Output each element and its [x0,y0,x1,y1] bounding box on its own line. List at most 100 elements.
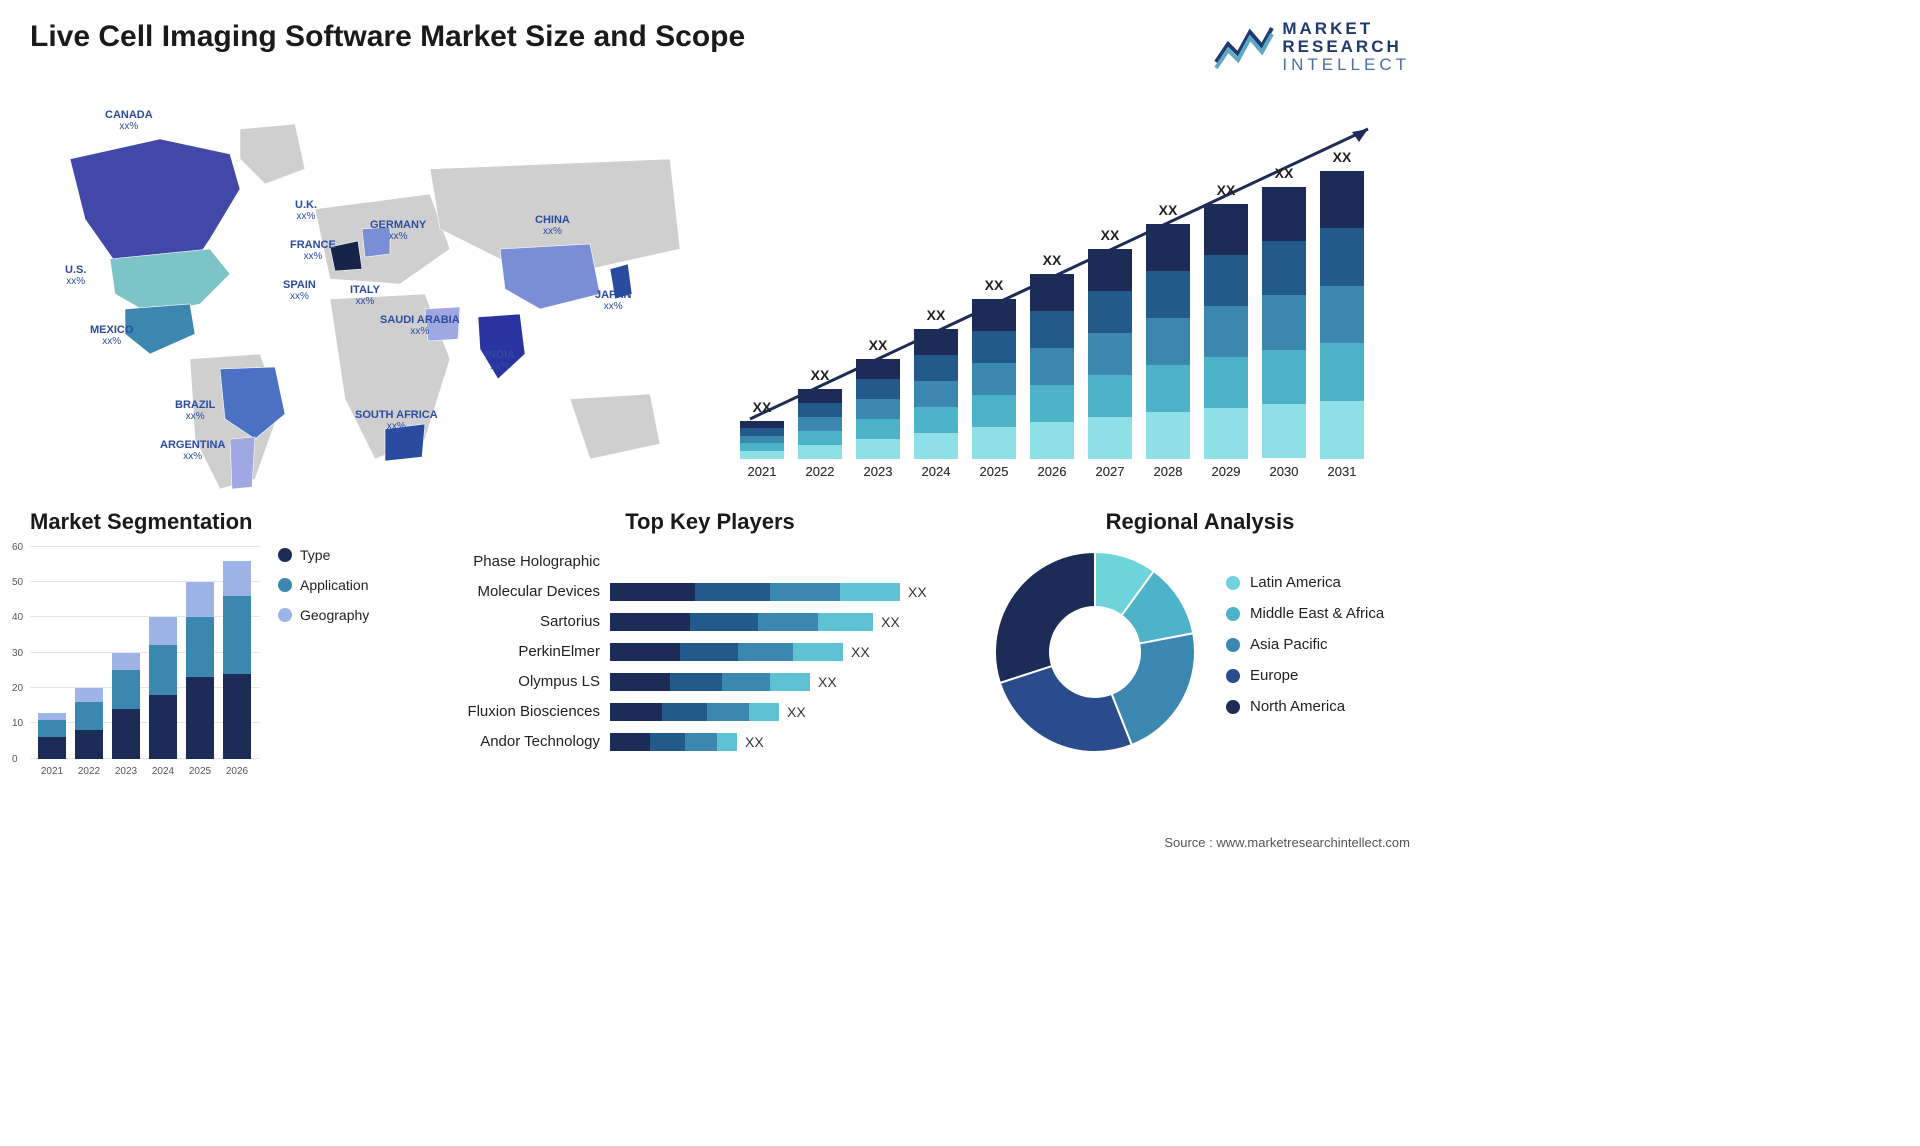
player-name: Andor Technology [450,727,600,757]
segmentation-year: 2024 [149,766,177,777]
regional-donut-chart [990,547,1200,757]
map-label: U.S.xx% [65,264,86,287]
forecast-bar [1204,204,1248,459]
forecast-value-label: XX [1088,227,1132,243]
player-value: XX [851,644,870,660]
segmentation-year: 2023 [112,766,140,777]
logo-icon [1214,22,1274,72]
forecast-bar [1088,249,1132,459]
map-label: BRAZILxx% [175,399,215,422]
segmentation-legend-item: Application [278,577,369,593]
regional-title: Regional Analysis [990,509,1410,535]
player-bar: XX [610,577,970,607]
map-label: SOUTH AFRICAxx% [355,409,438,432]
key-players-panel: Top Key Players Phase HolographicMolecul… [450,509,970,757]
forecast-year: 2026 [1030,464,1074,479]
regional-legend-item: North America [1226,698,1384,715]
player-name: Olympus LS [450,667,600,697]
player-name: Phase Holographic [450,547,600,577]
forecast-bar [798,389,842,459]
segmentation-year: 2022 [75,766,103,777]
forecast-bar [740,421,784,459]
player-bar: XX [610,697,970,727]
forecast-value-label: XX [1204,182,1248,198]
forecast-value-label: XX [740,399,784,415]
brand-logo: MARKET RESEARCH INTELLECT [1214,20,1410,74]
segmentation-bar [223,561,251,759]
forecast-bar [1262,187,1306,459]
player-name: Molecular Devices [450,577,600,607]
segmentation-bar [75,688,103,759]
player-name: Sartorius [450,607,600,637]
map-label: SPAINxx% [283,279,316,302]
forecast-value-label: XX [914,307,958,323]
player-name: Fluxion Biosciences [450,697,600,727]
forecast-value-label: XX [1146,202,1190,218]
forecast-bar [1146,224,1190,459]
forecast-value-label: XX [972,277,1016,293]
forecast-bar [972,299,1016,459]
player-name: PerkinElmer [450,637,600,667]
player-bar: XX [610,607,970,637]
player-value: XX [908,584,927,600]
map-label: SAUDI ARABIAxx% [380,314,460,337]
forecast-value-label: XX [856,337,900,353]
players-title: Top Key Players [450,509,970,535]
forecast-value-label: XX [1262,165,1306,181]
forecast-value-label: XX [1030,252,1074,268]
regional-legend-item: Europe [1226,667,1384,684]
map-label: ITALYxx% [350,284,380,307]
forecast-value-label: XX [798,367,842,383]
map-label: CANADAxx% [105,109,153,132]
segmentation-year: 2021 [38,766,66,777]
player-bar: XX [610,727,970,757]
map-label: MEXICOxx% [90,324,133,347]
forecast-year: 2022 [798,464,842,479]
forecast-year: 2028 [1146,464,1190,479]
forecast-value-label: XX [1320,149,1364,165]
regional-legend-item: Asia Pacific [1226,636,1384,653]
player-bars-col: XX XX XX XX XX XX [610,547,970,757]
regional-panel: Regional Analysis Latin AmericaMiddle Ea… [990,509,1410,757]
map-label: GERMANYxx% [370,219,426,242]
forecast-panel: XXXXXXXXXXXXXXXXXXXXXX 20212022202320242… [740,99,1410,479]
forecast-year: 2023 [856,464,900,479]
source-attribution: Source : www.marketresearchintellect.com [1164,835,1410,850]
forecast-bar [1030,274,1074,459]
map-label: U.K.xx% [295,199,317,222]
forecast-year: 2030 [1262,464,1306,479]
regional-legend-item: Middle East & Africa [1226,605,1384,622]
player-bar: XX [610,667,970,697]
map-label: FRANCExx% [290,239,336,262]
segmentation-bar [112,653,140,759]
forecast-year: 2029 [1204,464,1248,479]
regional-legend: Latin AmericaMiddle East & AfricaAsia Pa… [1226,574,1384,729]
segmentation-panel: Market Segmentation 01020304050602021202… [30,509,430,777]
forecast-year: 2025 [972,464,1016,479]
segmentation-bar [186,582,214,759]
player-bar [610,547,970,577]
segmentation-year: 2025 [186,766,214,777]
forecast-bar [1320,171,1364,459]
segmentation-legend-item: Geography [278,607,369,623]
player-names-col: Phase HolographicMolecular DevicesSartor… [450,547,610,757]
page-title: Live Cell Imaging Software Market Size a… [30,20,745,54]
player-value: XX [881,614,900,630]
player-value: XX [787,704,806,720]
player-value: XX [818,674,837,690]
map-label: ARGENTINAxx% [160,439,225,462]
forecast-bar [856,359,900,459]
segmentation-bar [149,617,177,758]
logo-line3: INTELLECT [1282,56,1410,74]
segmentation-legend-item: Type [278,547,369,563]
map-label: CHINAxx% [535,214,570,237]
forecast-bar [914,329,958,459]
player-bar: XX [610,637,970,667]
logo-line1: MARKET [1282,20,1410,38]
segmentation-legend: Type Application Geography [278,547,369,777]
forecast-year: 2031 [1320,464,1364,479]
segmentation-bar [38,713,66,759]
map-label: INDIAxx% [485,349,515,372]
forecast-year: 2027 [1088,464,1132,479]
player-value: XX [745,734,764,750]
